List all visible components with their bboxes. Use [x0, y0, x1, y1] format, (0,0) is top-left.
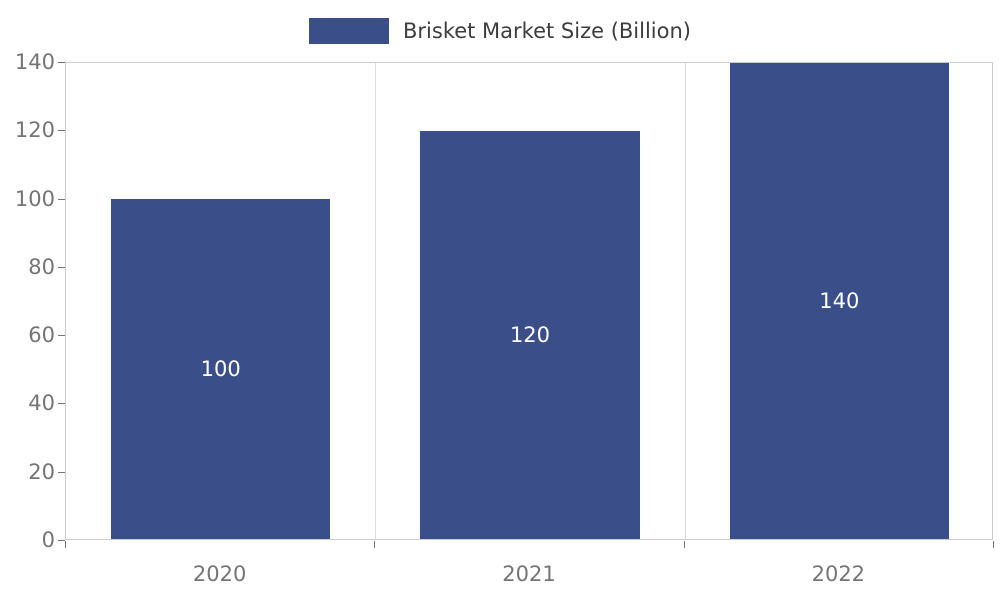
y-tick-mark	[58, 471, 65, 473]
legend-swatch[interactable]	[309, 18, 389, 44]
bar-value-label: 100	[200, 357, 241, 381]
y-tick-mark	[58, 335, 65, 337]
bar-value-label: 140	[819, 289, 860, 313]
x-tick-mark	[993, 541, 994, 548]
y-tick-label: 140	[14, 50, 55, 74]
bar-2022[interactable]: 140	[729, 63, 950, 539]
y-tick-mark	[58, 130, 65, 132]
legend-label: Brisket Market Size (Billion)	[403, 19, 691, 43]
bar-2021[interactable]: 120	[420, 131, 640, 539]
y-tick-label: 80	[28, 254, 55, 279]
x-axis-label: 2022	[811, 562, 866, 586]
y-tick-mark	[58, 266, 65, 268]
x-tick-mark	[683, 541, 685, 548]
y-tick-label: 100	[14, 186, 55, 211]
bar-value-label: 120	[509, 323, 551, 347]
x-axis-label: 2021	[502, 562, 556, 586]
y-tick-mark	[58, 540, 65, 541]
y-tick-label: 20	[28, 459, 55, 484]
legend[interactable]: Brisket Market Size (Billion)	[0, 18, 1000, 44]
bar-2020[interactable]: 100	[110, 199, 331, 539]
y-tick-mark	[58, 198, 65, 200]
x-tick-mark	[374, 541, 376, 548]
gridline-vertical	[375, 63, 377, 539]
x-axis-label: 2020	[192, 562, 247, 586]
gridline-vertical	[684, 63, 686, 539]
y-tick-label: 40	[28, 391, 55, 416]
y-tick-mark	[58, 403, 65, 405]
y-tick-label: 120	[14, 118, 55, 143]
x-tick-mark	[65, 541, 66, 548]
y-tick-label: 60	[28, 323, 55, 348]
y-tick-mark	[58, 62, 65, 63]
plot-area: 100 120 140	[65, 62, 993, 540]
y-tick-label: 0	[41, 528, 55, 552]
